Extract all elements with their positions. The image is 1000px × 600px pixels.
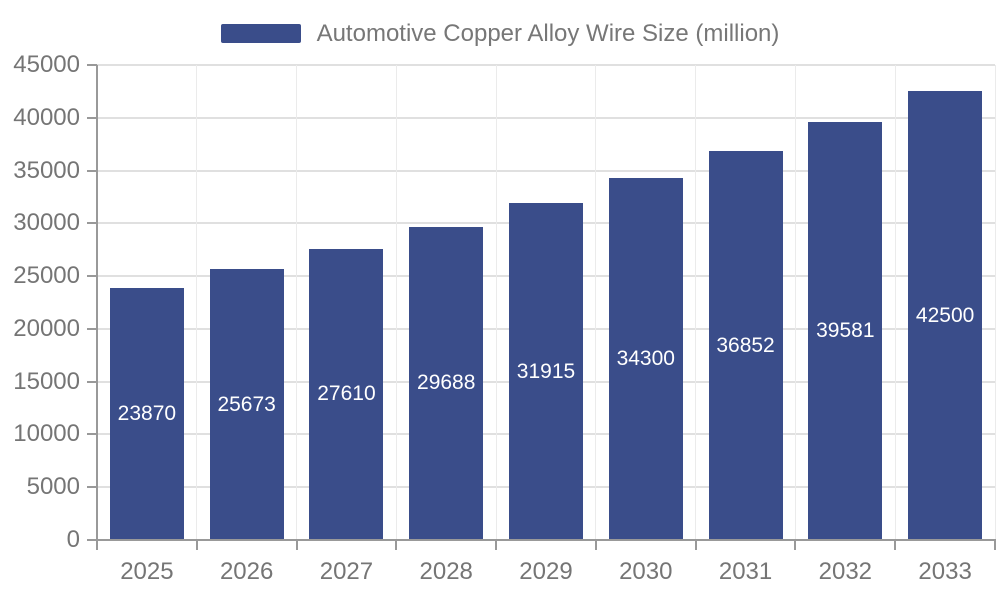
y-axis-label: 5000	[26, 473, 80, 501]
y-axis-tick	[87, 486, 97, 489]
y-axis-tick	[87, 222, 97, 225]
y-axis-tick	[87, 116, 97, 119]
x-axis-label: 2028	[419, 558, 473, 585]
gridline-vertical	[495, 65, 497, 540]
x-axis-label: 2026	[219, 558, 274, 585]
x-axis-line	[96, 539, 996, 541]
x-axis-tick	[594, 540, 597, 550]
y-axis-line	[96, 65, 98, 550]
bar-2027[interactable]	[309, 248, 384, 540]
x-axis-tick	[195, 540, 198, 550]
y-axis-tick	[87, 539, 97, 541]
x-axis-tick	[894, 540, 897, 550]
y-axis-tick	[87, 433, 97, 436]
bar-value-label: 23870	[117, 402, 177, 426]
y-axis-label: 0	[66, 526, 80, 553]
gridline-vertical	[994, 65, 996, 540]
bar-2032[interactable]	[808, 122, 883, 540]
bar-value-label: 27610	[317, 382, 376, 406]
y-axis-label: 40000	[13, 103, 80, 131]
x-axis-label: 2027	[319, 558, 374, 585]
y-axis-label: 30000	[13, 209, 80, 237]
legend-item[interactable]: Automotive Copper Alloy Wire Size (milli…	[0, 20, 1000, 47]
gridline-vertical	[794, 65, 796, 540]
bar-2029[interactable]	[509, 203, 583, 540]
bar-2025[interactable]	[109, 288, 184, 540]
y-axis-tick	[87, 327, 97, 330]
y-axis-label: 25000	[13, 262, 80, 290]
x-axis-tick	[694, 540, 697, 550]
bar-2031[interactable]	[708, 151, 783, 540]
bar-value-label: 29688	[417, 371, 476, 395]
y-axis-tick	[87, 64, 97, 66]
gridline-horizontal	[97, 169, 995, 172]
bar-value-label: 31915	[516, 359, 576, 383]
gridline-vertical	[395, 65, 397, 540]
bar-2026[interactable]	[209, 269, 284, 540]
x-axis-label: 2032	[818, 558, 873, 585]
x-axis-label: 2031	[718, 558, 773, 585]
x-axis-label: 2029	[519, 558, 573, 585]
bar-2033[interactable]	[908, 91, 983, 540]
bar-value-label: 36852	[716, 333, 775, 357]
y-axis-tick	[87, 380, 97, 383]
gridline-vertical	[894, 65, 896, 540]
x-axis-tick	[495, 540, 498, 550]
gridline-vertical	[595, 65, 597, 540]
y-axis-tick	[87, 275, 97, 278]
bar-value-label: 34300	[616, 346, 675, 370]
gridline-vertical	[196, 65, 198, 540]
x-axis-label: 2033	[918, 558, 972, 585]
y-axis-label: 20000	[13, 314, 80, 342]
y-axis-label: 15000	[13, 367, 80, 395]
y-axis-label: 35000	[13, 156, 80, 184]
bar-value-label: 25673	[217, 392, 276, 416]
legend-label: Automotive Copper Alloy Wire Size (milli…	[316, 20, 780, 47]
gridline-horizontal	[97, 116, 995, 119]
x-axis-tick	[395, 540, 398, 550]
legend-swatch	[220, 24, 301, 43]
bar-2028[interactable]	[409, 226, 484, 540]
x-axis-tick	[994, 540, 996, 550]
bar-value-label: 39581	[816, 319, 875, 343]
x-axis-tick	[295, 540, 298, 550]
bar-2030[interactable]	[608, 177, 683, 540]
gridline-vertical	[296, 65, 298, 540]
bar-value-label: 42500	[915, 303, 975, 327]
y-axis-tick	[87, 169, 97, 172]
y-axis-label: 45000	[13, 51, 80, 78]
y-axis-label: 10000	[13, 420, 80, 448]
gridline-horizontal	[97, 64, 995, 66]
x-axis-tick	[794, 540, 797, 550]
gridline-vertical	[695, 65, 697, 540]
x-axis-label: 2025	[120, 558, 174, 585]
x-axis-label: 2030	[619, 558, 673, 585]
